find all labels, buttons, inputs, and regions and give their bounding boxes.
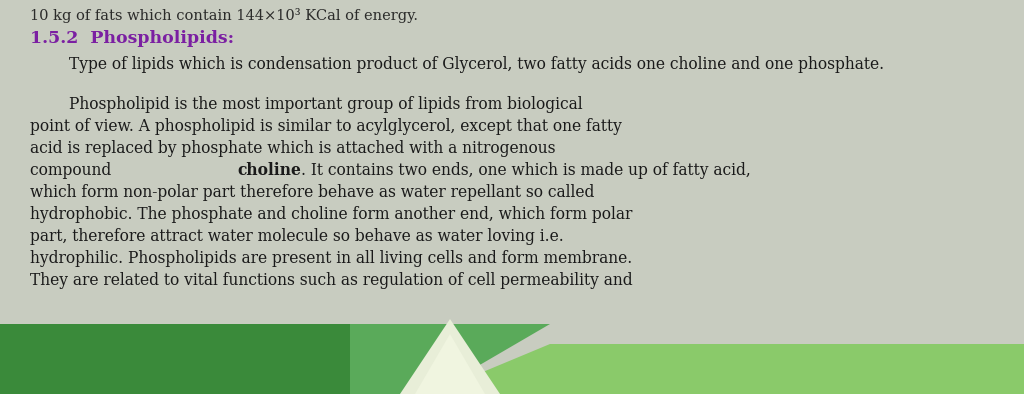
Text: part, therefore attract water molecule so behave as water loving i.e.: part, therefore attract water molecule s… [30,228,564,245]
Text: hydrophilic. Phospholipids are present in all living cells and form membrane.: hydrophilic. Phospholipids are present i… [30,250,632,267]
Text: Type of lipids which is condensation product of Glycerol, two fatty acids one ch: Type of lipids which is condensation pro… [30,56,884,73]
Polygon shape [400,319,500,394]
Polygon shape [0,324,430,394]
Polygon shape [350,324,550,394]
Text: which form non-polar part therefore behave as water repellant so called: which form non-polar part therefore beha… [30,184,594,201]
Text: hydrophobic. The phosphate and choline form another end, which form polar: hydrophobic. The phosphate and choline f… [30,206,633,223]
Text: compound: compound [30,162,116,179]
Polygon shape [415,334,485,394]
Text: Phospholipid is the most important group of lipids from biological: Phospholipid is the most important group… [30,96,583,113]
Text: point of view. A phospholipid is similar to acylglycerol, except that one fatty: point of view. A phospholipid is similar… [30,118,622,135]
Polygon shape [430,344,1024,394]
Text: 10 kg of fats which contain 144×10³ KCal of energy.: 10 kg of fats which contain 144×10³ KCal… [30,8,418,23]
Text: 1.5.2  Phospholipids:: 1.5.2 Phospholipids: [30,30,234,47]
Text: They are related to vital functions such as regulation of cell permeability and: They are related to vital functions such… [30,272,633,289]
Text: choline: choline [238,162,301,179]
Text: acid is replaced by phosphate which is attached with a nitrogenous: acid is replaced by phosphate which is a… [30,140,555,157]
Text: . It contains two ends, one which is made up of fatty acid,: . It contains two ends, one which is mad… [301,162,751,179]
